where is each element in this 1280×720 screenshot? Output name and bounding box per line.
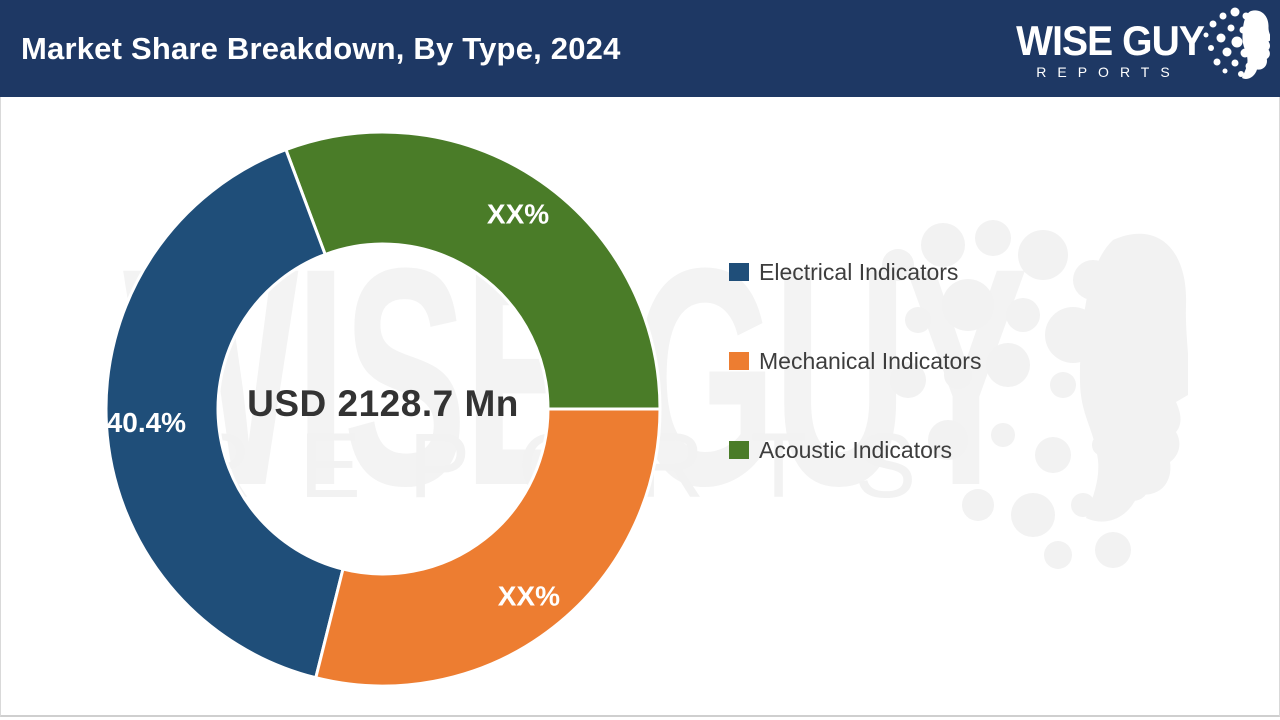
- legend-item-electrical: Electrical Indicators: [729, 259, 958, 285]
- legend-label-mechanical: Mechanical Indicators: [759, 347, 982, 374]
- legend-swatch-acoustic: [729, 441, 749, 459]
- logo-face-icon: [1203, 7, 1270, 79]
- donut-segment-electrical-indicators: [104, 147, 345, 680]
- donut-segment-mechanical-indicators: [313, 407, 662, 688]
- logo-reports-text: REPORTS: [1036, 64, 1181, 80]
- slice-label-electrical-indicators: 40.4%: [107, 407, 186, 438]
- slice-label-acoustic-indicators: XX%: [487, 199, 549, 230]
- legend-label-acoustic: Acoustic Indicators: [759, 436, 953, 463]
- logo-wordmark-block: WISE GUY REPORTS: [1002, 17, 1205, 81]
- logo-wordmark-text: WISE GUY: [1016, 17, 1205, 64]
- slice-label-mechanical-indicators: XX%: [498, 580, 560, 611]
- page-title: Market Share Breakdown, By Type, 2024: [21, 30, 621, 66]
- legend-swatch-mechanical: [729, 352, 749, 370]
- legend-swatch-electrical: [729, 263, 749, 281]
- legend-label-electrical: Electrical Indicators: [759, 258, 959, 285]
- donut-segment-acoustic-indicators: [283, 130, 662, 411]
- wise-guy-logo: WISE GUY REPORTS: [1016, 0, 1274, 97]
- donut-center-value: USD 2128.7 Mn: [247, 383, 519, 424]
- legend-item-mechanical: Mechanical Indicators: [729, 348, 981, 374]
- header: Market Share Breakdown, By Type, 2024 WI…: [0, 0, 1280, 97]
- legend-item-acoustic: Acoustic Indicators: [729, 437, 952, 463]
